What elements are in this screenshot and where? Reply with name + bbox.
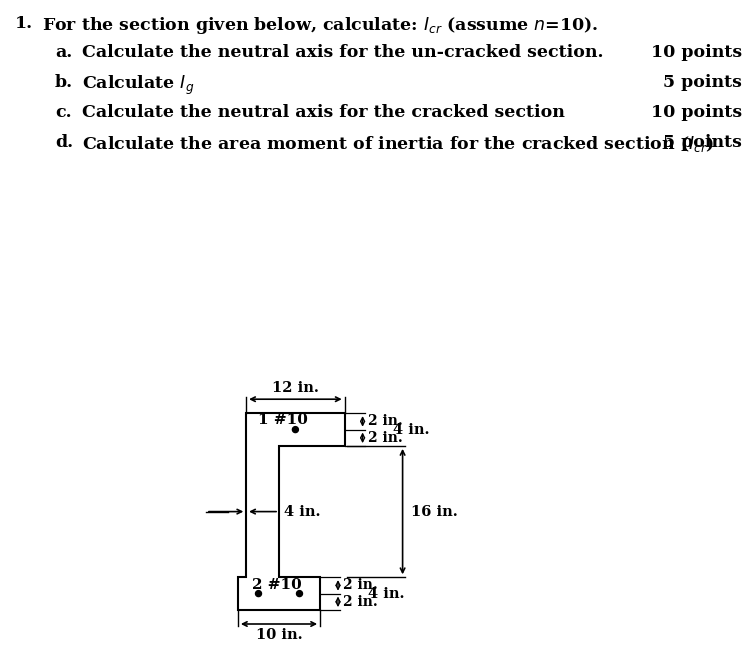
Text: 2 in.: 2 in. [367,414,402,428]
Circle shape [255,591,261,596]
Text: 2 in.: 2 in. [343,579,378,592]
Text: 4 in.: 4 in. [392,422,429,437]
Text: 10 in.: 10 in. [256,628,302,642]
Circle shape [292,426,298,432]
Text: 5 points: 5 points [663,134,742,151]
Text: 1 #10: 1 #10 [258,413,308,427]
Circle shape [297,591,303,596]
Text: 4 in.: 4 in. [368,587,404,600]
Text: d.: d. [55,134,73,151]
Text: b.: b. [55,74,73,91]
Text: 2 in.: 2 in. [343,594,378,609]
Text: 2 in.: 2 in. [367,431,402,445]
Text: 1.: 1. [15,15,33,32]
Text: 12 in.: 12 in. [272,381,319,395]
Text: 5 points: 5 points [663,74,742,91]
Text: For the section given below, calculate: $I_{cr}$ (assume $n$=10).: For the section given below, calculate: … [42,15,599,36]
Text: 10 points: 10 points [651,104,742,121]
Text: c.: c. [55,104,72,121]
Text: Calculate $I_g$: Calculate $I_g$ [82,74,194,97]
Text: 4 in.: 4 in. [284,504,321,518]
Text: a.: a. [55,44,72,61]
Text: 2 #10: 2 #10 [252,579,302,592]
Text: Calculate the neutral axis for the cracked section: Calculate the neutral axis for the crack… [82,104,565,121]
Text: Calculate the area moment of inertia for the cracked section ($I_{cr}$): Calculate the area moment of inertia for… [82,134,715,154]
Text: Calculate the neutral axis for the un-cracked section.: Calculate the neutral axis for the un-cr… [82,44,603,61]
Text: 10 points: 10 points [651,44,742,61]
Text: 16 in.: 16 in. [410,504,457,518]
